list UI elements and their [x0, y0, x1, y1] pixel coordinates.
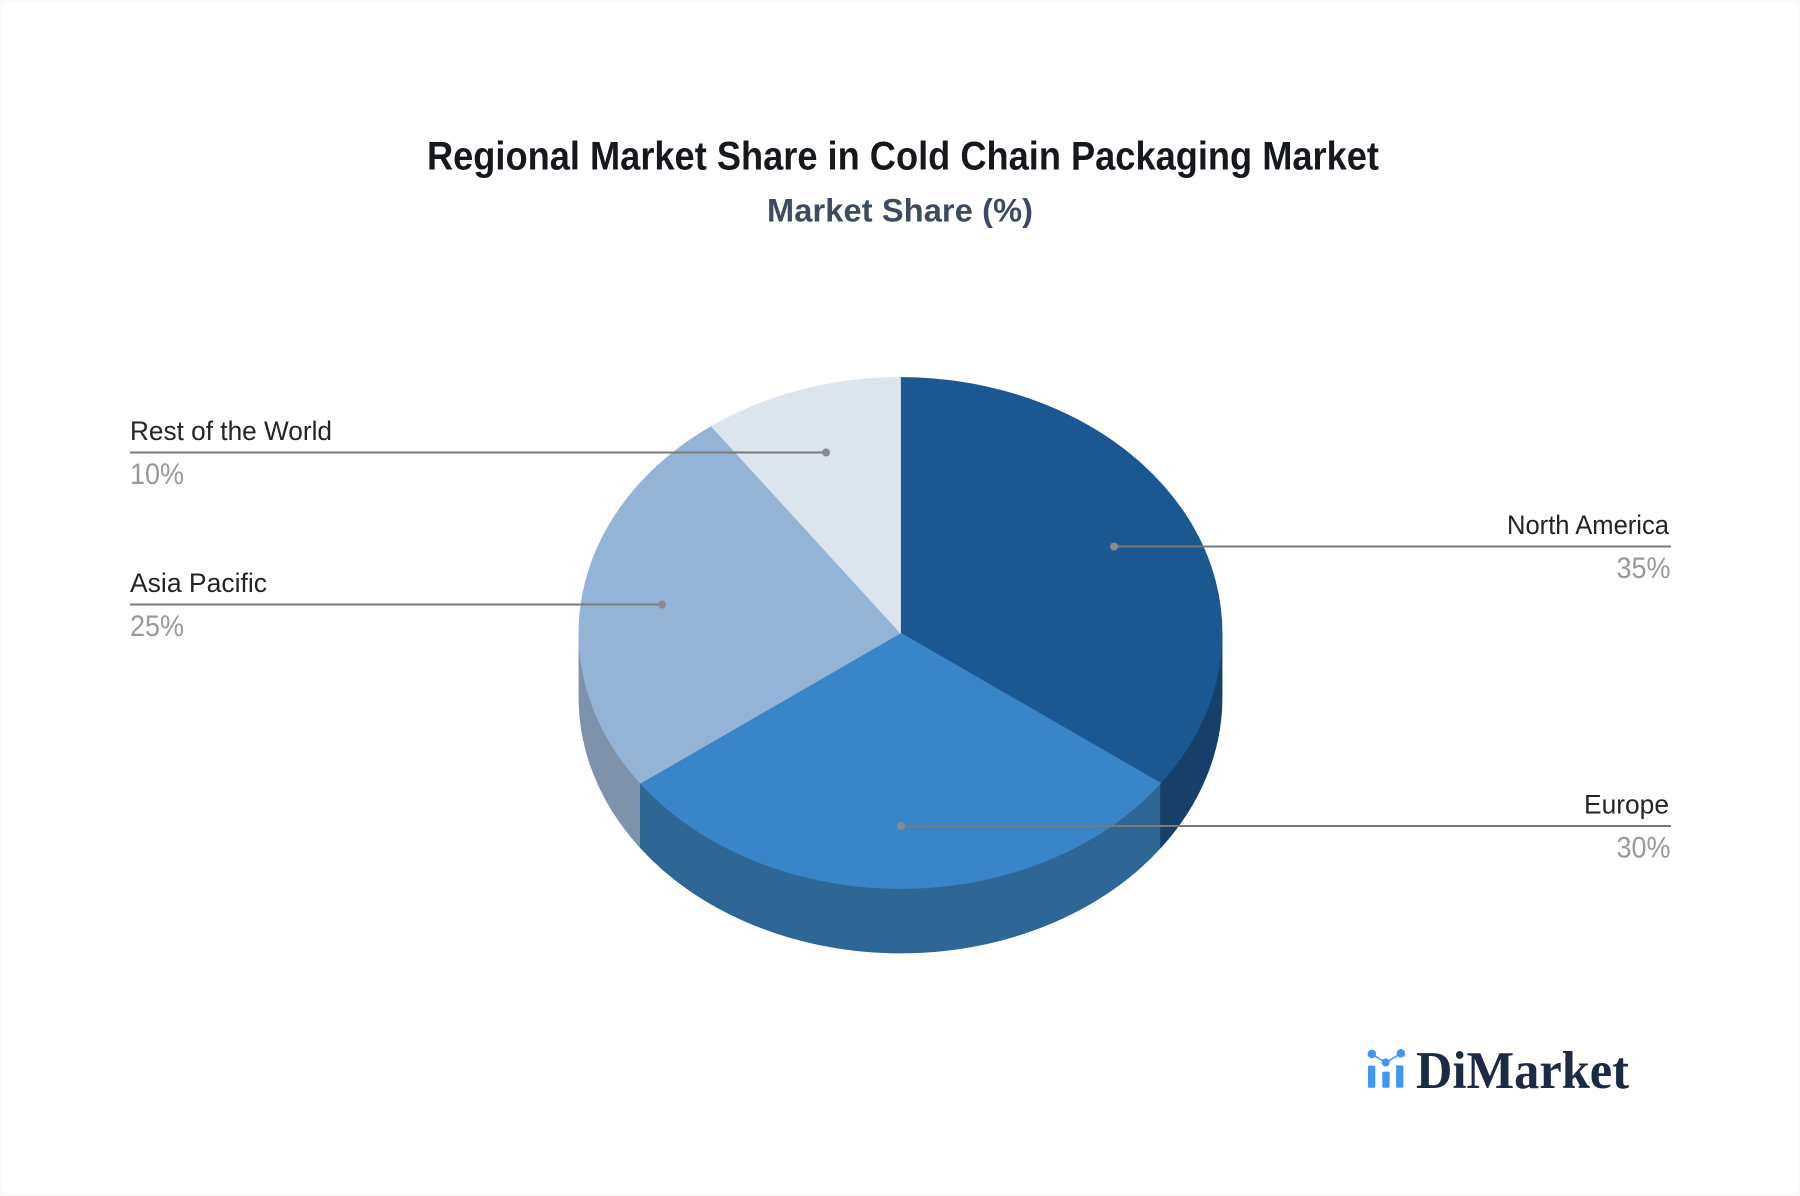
svg-text:10%: 10%: [130, 458, 184, 491]
svg-text:Regional Market Share in Cold: Regional Market Share in Cold Chain Pack…: [427, 135, 1379, 179]
svg-text:Asia Pacific: Asia Pacific: [130, 568, 267, 598]
svg-text:Europe: Europe: [1584, 790, 1669, 820]
svg-text:North America: North America: [1507, 510, 1670, 540]
svg-text:25%: 25%: [130, 610, 184, 643]
svg-text:30%: 30%: [1617, 832, 1671, 865]
svg-text:DiMarket: DiMarket: [1416, 1042, 1629, 1100]
svg-text:Market Share (%): Market Share (%): [767, 193, 1033, 229]
svg-text:35%: 35%: [1617, 552, 1671, 585]
svg-text:Rest of the World: Rest of the World: [130, 416, 332, 446]
